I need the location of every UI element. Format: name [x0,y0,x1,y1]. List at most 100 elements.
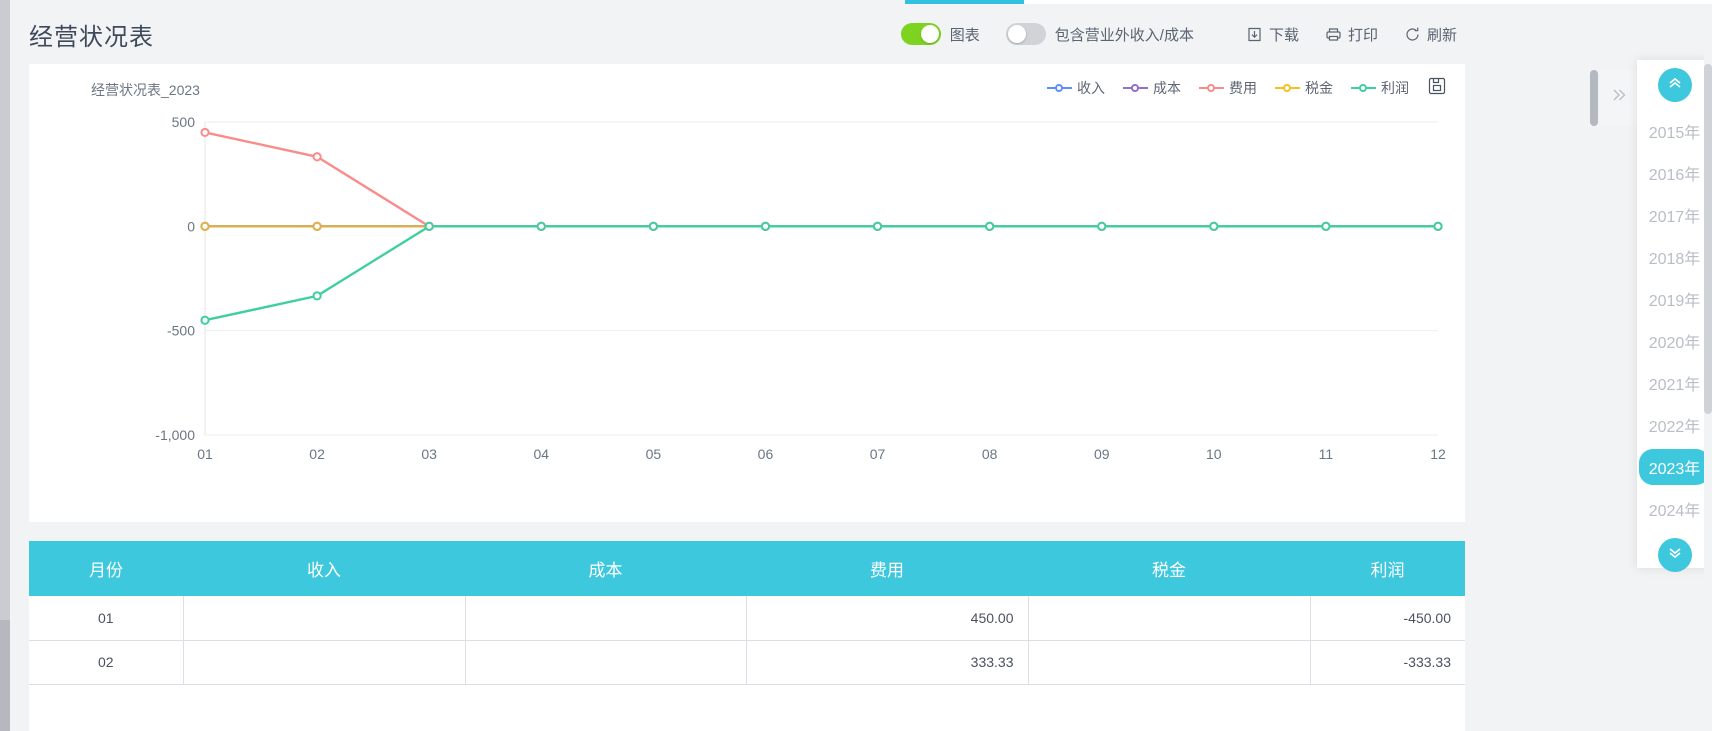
cell-month: 01 [29,596,184,641]
cell-profit: -450.00 [1310,596,1465,641]
legend-item-cost[interactable]: 成本 [1123,78,1181,98]
svg-text:08: 08 [982,446,998,462]
legend-item-profit[interactable]: 利润 [1351,78,1409,98]
svg-text:02: 02 [309,446,325,462]
table-header-row: 月份 收入 成本 费用 税金 利润 [29,541,1465,596]
cell-profit: -333.33 [1310,640,1465,685]
non-operating-toggle-label: 包含营业外收入/成本 [1054,26,1194,44]
year-item-2020[interactable]: 2020年 [1648,335,1701,352]
legend-label-expense: 费用 [1229,80,1257,96]
column-header-revenue[interactable]: 收入 [183,541,465,596]
table-row[interactable]: 02 333.33 -333.33 [29,640,1465,685]
chart-plot-area[interactable]: 500 0 -500 -1,000 01 02 03 04 05 06 07 08 09 10 11 12 [29,108,1465,518]
svg-text:06: 06 [758,446,774,462]
table-row[interactable]: 01 450.00 -450.00 [29,596,1465,641]
refresh-label: 刷新 [1426,26,1457,44]
download-label: 下载 [1268,26,1299,44]
legend-marker-expense [1199,83,1224,93]
cell-revenue [183,596,466,641]
year-list: 2015年 2016年 2017年 2018年 2019年 2020年 2021… [1638,110,1711,530]
chart-toggle-knob [920,25,939,43]
print-icon [1325,26,1342,43]
cell-expense: 450.00 [746,596,1029,641]
legend-item-tax[interactable]: 税金 [1275,78,1333,98]
page-title: 经营状况表 [29,23,154,51]
svg-text:07: 07 [870,446,886,462]
svg-text:04: 04 [533,446,549,462]
svg-text:10: 10 [1206,446,1222,462]
chart-legend: 收入 成本 费用 税金 [1047,78,1409,98]
legend-item-revenue[interactable]: 收入 [1047,78,1105,98]
svg-text:-1,000: -1,000 [155,427,195,443]
table-body: 01 450.00 -450.00 02 333.33 -333.33 [29,596,1465,685]
svg-text:12: 12 [1430,446,1446,462]
page-header: 经营状况表 图表 包含营业外收入/成本 [29,4,1465,64]
legend-label-tax: 税金 [1305,80,1333,96]
chart-title: 经营状况表_2023 [91,82,200,98]
year-item-2017[interactable]: 2017年 [1648,209,1701,226]
year-item-2018[interactable]: 2018年 [1648,251,1701,268]
cell-cost [465,596,747,641]
year-item-2015[interactable]: 2015年 [1648,125,1701,142]
year-selector-panel: 2015年 2016年 2017年 2018年 2019年 2020年 2021… [1637,60,1712,572]
refresh-button[interactable]: 刷新 [1404,24,1457,45]
legend-marker-cost [1123,83,1148,93]
non-operating-toggle-knob [1007,25,1026,43]
legend-item-expense[interactable]: 费用 [1199,78,1257,98]
svg-text:03: 03 [421,446,437,462]
year-scroll-up-button[interactable] [1657,68,1692,102]
non-operating-toggle-group: 包含营业外收入/成本 [1005,23,1194,45]
svg-text:0: 0 [187,218,195,234]
svg-text:09: 09 [1094,446,1110,462]
legend-marker-profit [1351,83,1376,93]
column-header-profit[interactable]: 利润 [1310,541,1465,596]
column-header-cost[interactable]: 成本 [465,541,746,596]
cell-expense: 333.33 [746,640,1029,685]
left-edge-scrollbar-thumb[interactable] [0,620,10,731]
chart-toggle-group: 图表 [900,23,980,45]
legend-label-revenue: 收入 [1077,80,1105,96]
left-edge-scrollbar[interactable] [0,0,10,731]
legend-marker-tax [1275,83,1300,93]
year-item-2024[interactable]: 2024年 [1648,503,1701,520]
print-button[interactable]: 打印 [1325,24,1378,45]
page-scrollbar-thumb[interactable] [1704,64,1712,414]
svg-text:500: 500 [172,114,196,130]
year-panel-drag-handle[interactable] [1590,70,1598,126]
save-icon[interactable] [1427,76,1447,101]
table-header: 月份 收入 成本 费用 税金 利润 [29,541,1465,596]
year-item-2021[interactable]: 2021年 [1648,377,1701,394]
chart-toggle-switch[interactable] [900,23,941,45]
year-item-2022[interactable]: 2022年 [1648,419,1701,436]
cell-tax [1028,640,1311,685]
column-header-tax[interactable]: 税金 [1028,541,1310,596]
year-item-2023[interactable]: 2023年 [1638,449,1711,485]
column-header-month[interactable]: 月份 [29,541,183,596]
refresh-icon [1404,26,1421,43]
legend-label-cost: 成本 [1153,80,1181,96]
chevron-double-right-icon [1610,86,1628,110]
column-header-expense[interactable]: 费用 [746,541,1028,596]
chart-card: 经营状况表_2023 收入 成本 费用 [29,64,1465,522]
legend-marker-revenue [1047,83,1072,93]
year-scroll-down-button[interactable] [1657,538,1692,572]
chevron-double-up-icon [1666,74,1684,97]
chevron-double-down-icon [1666,544,1684,567]
year-item-2019[interactable]: 2019年 [1648,293,1701,310]
header-actions: 图表 包含营业外收入/成本 下载 [900,23,1465,45]
active-tab-indicator [905,0,1024,4]
cell-cost [465,640,747,685]
page-scrollbar[interactable] [1704,4,1712,731]
svg-text:01: 01 [197,446,213,462]
non-operating-toggle-switch[interactable] [1005,23,1046,45]
year-panel-collapse-button[interactable] [1600,70,1637,126]
cell-revenue [183,640,466,685]
year-item-2016[interactable]: 2016年 [1648,167,1701,184]
legend-label-profit: 利润 [1381,80,1409,96]
download-button[interactable]: 下载 [1246,24,1299,45]
left-gutter [10,0,29,731]
data-table: 月份 收入 成本 费用 税金 利润 01 450.00 -450.00 [29,541,1465,685]
svg-text:-500: -500 [167,323,195,339]
cell-tax [1028,596,1311,641]
